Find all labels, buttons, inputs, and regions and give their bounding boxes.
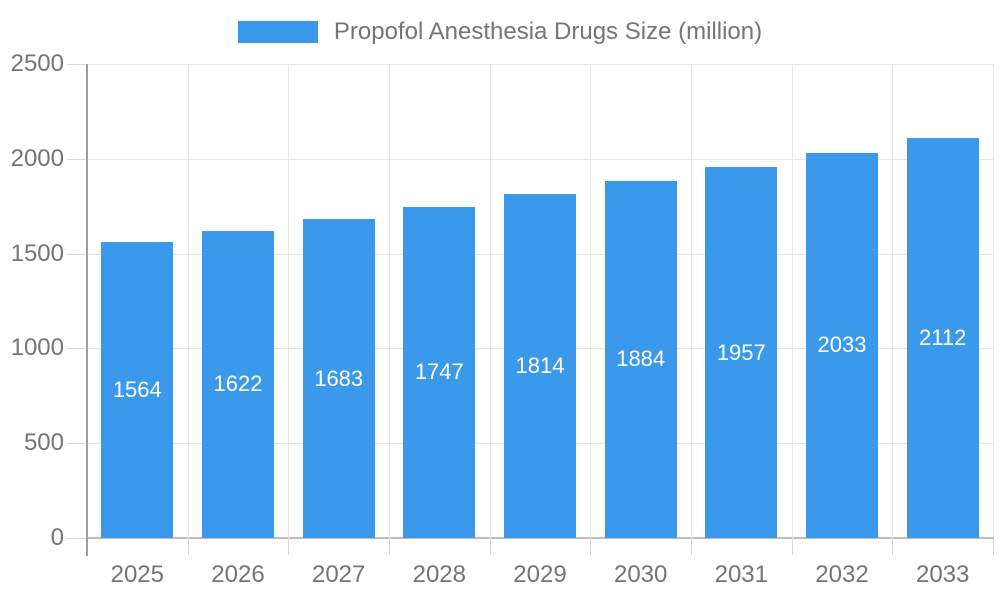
bar-2031 bbox=[705, 167, 778, 538]
bar-value-label: 1622 bbox=[213, 371, 263, 397]
y-tick-label: 0 bbox=[50, 524, 64, 551]
y-tick-label: 500 bbox=[23, 429, 64, 456]
bar-2026 bbox=[202, 230, 274, 538]
x-tick-label: 2028 bbox=[412, 561, 466, 588]
y-tick-label: 2500 bbox=[10, 50, 64, 77]
x-gridline bbox=[892, 64, 893, 538]
y-axis-tick bbox=[67, 348, 87, 349]
bar-2030 bbox=[604, 180, 677, 538]
y-axis-line bbox=[86, 64, 88, 556]
x-axis-tick bbox=[188, 538, 189, 555]
x-gridline bbox=[590, 64, 591, 538]
x-tick-label: 2031 bbox=[714, 561, 768, 588]
bar-value-label: 1884 bbox=[616, 346, 666, 372]
x-tick-label: 2030 bbox=[613, 561, 668, 588]
x-tick-label: 2029 bbox=[513, 561, 567, 588]
x-axis-tick bbox=[792, 538, 793, 555]
y-axis-tick bbox=[67, 254, 87, 255]
x-axis-tick bbox=[892, 538, 893, 555]
x-tick-label: 2032 bbox=[815, 561, 869, 588]
x-axis-tick bbox=[590, 538, 591, 555]
x-gridline bbox=[691, 64, 692, 538]
bar-value-label: 2112 bbox=[919, 324, 967, 350]
bar-2029 bbox=[504, 194, 576, 538]
bar-2032 bbox=[806, 152, 878, 538]
x-gridline bbox=[288, 64, 289, 538]
bar-2028 bbox=[403, 206, 476, 538]
x-axis-tick bbox=[389, 538, 390, 555]
y-axis-tick bbox=[67, 159, 87, 160]
bar-value-label: 1957 bbox=[716, 339, 766, 365]
x-gridline bbox=[490, 64, 491, 538]
x-tick-label: 2025 bbox=[110, 561, 164, 588]
bar-2033 bbox=[906, 137, 979, 538]
y-tick-label: 1500 bbox=[10, 240, 64, 267]
y-gridline bbox=[87, 64, 993, 65]
y-tick-label: 1000 bbox=[10, 334, 64, 361]
bar-value-label: 1683 bbox=[314, 365, 364, 391]
x-axis-tick bbox=[490, 538, 491, 555]
x-axis-tick bbox=[288, 538, 289, 555]
bar-2025 bbox=[101, 241, 174, 538]
legend-swatch-icon bbox=[237, 21, 318, 43]
x-gridline bbox=[993, 64, 994, 538]
y-axis-tick bbox=[67, 443, 87, 444]
legend-item[interactable]: Propofol Anesthesia Drugs Size (million) bbox=[237, 18, 763, 46]
y-axis-tick bbox=[67, 538, 87, 539]
legend-series-label: Propofol Anesthesia Drugs Size (million) bbox=[333, 18, 763, 45]
x-gridline bbox=[792, 64, 793, 538]
x-tick-label: 2027 bbox=[311, 561, 366, 588]
x-gridline bbox=[188, 64, 189, 538]
bar-value-label: 1747 bbox=[414, 359, 464, 385]
x-axis-tick bbox=[993, 538, 994, 555]
bar-2027 bbox=[302, 218, 375, 538]
x-axis-tick bbox=[691, 538, 692, 555]
x-tick-label: 2033 bbox=[915, 561, 970, 588]
bar-value-label: 1564 bbox=[112, 376, 162, 402]
y-gridline bbox=[87, 159, 993, 160]
x-tick-label: 2026 bbox=[211, 561, 265, 588]
x-gridline bbox=[389, 64, 390, 538]
y-axis-tick bbox=[67, 64, 87, 65]
y-tick-label: 2000 bbox=[10, 145, 64, 172]
bar-value-label: 1814 bbox=[515, 353, 565, 378]
bar-value-label: 2033 bbox=[817, 332, 867, 358]
legend: Propofol Anesthesia Drugs Size (million) bbox=[0, 18, 1000, 46]
x-axis-baseline bbox=[87, 537, 993, 539]
